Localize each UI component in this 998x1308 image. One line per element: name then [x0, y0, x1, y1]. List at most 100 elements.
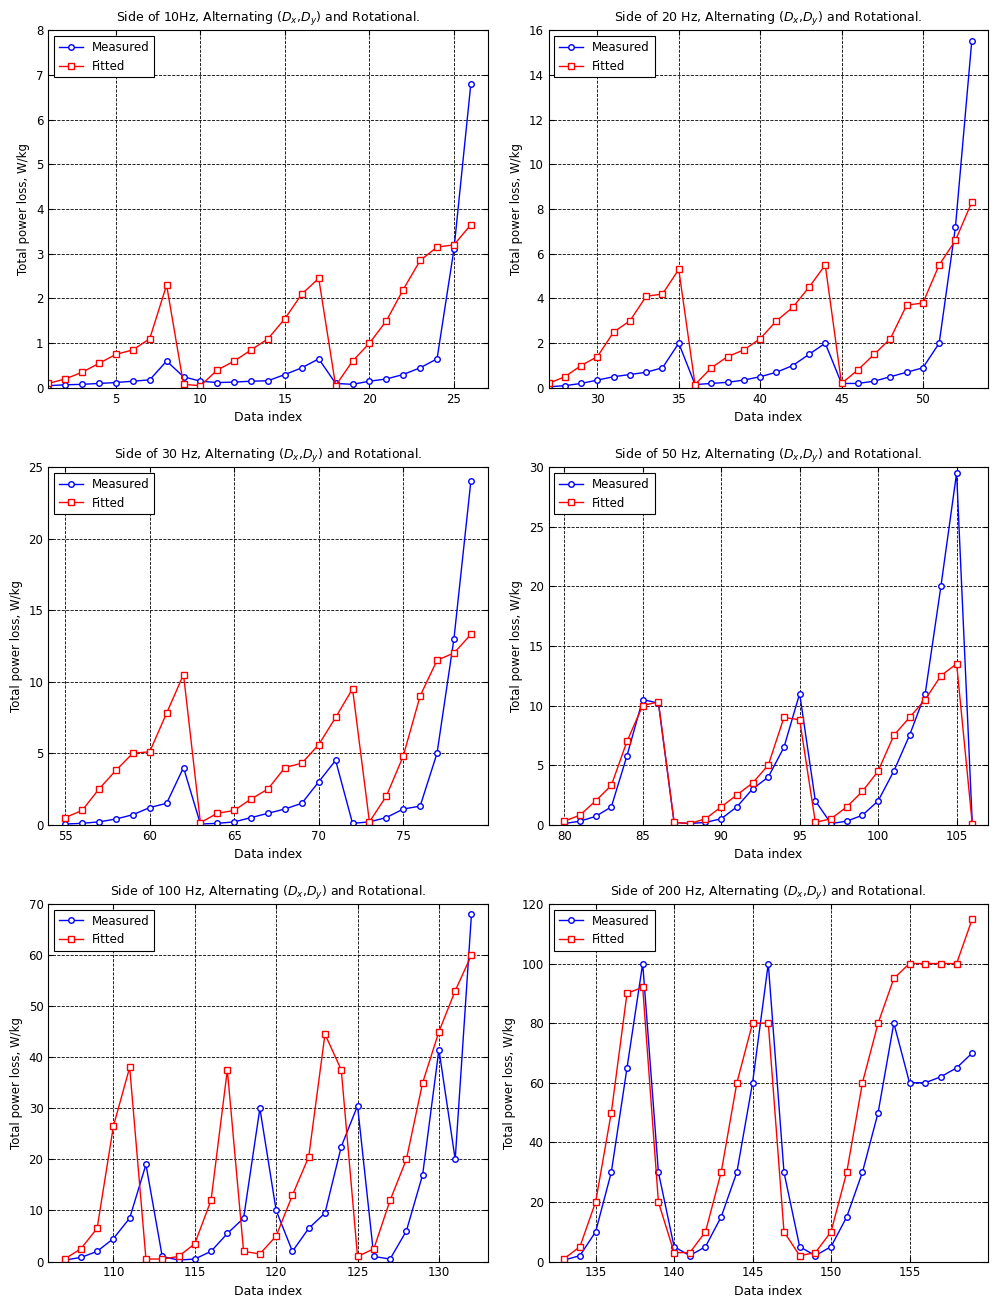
Measured — [872, 793, 884, 808]
Measured — [803, 347, 815, 362]
Measured — [229, 814, 241, 829]
Fitted — [212, 806, 224, 821]
Measured — [173, 1252, 185, 1267]
Fitted — [778, 1224, 790, 1240]
Fitted — [935, 668, 947, 684]
Fitted — [884, 331, 896, 347]
Title: Side of 200 Hz, Alternating ($D_x$,$D_y$) and Rotational.: Side of 200 Hz, Alternating ($D_x$,$D_y$… — [610, 884, 926, 901]
X-axis label: Data index: Data index — [735, 1284, 802, 1298]
Measured — [716, 1209, 728, 1224]
Y-axis label: Total power loss, W/kg: Total power loss, W/kg — [510, 143, 523, 275]
Measured — [884, 369, 896, 385]
Measured — [238, 1210, 250, 1226]
Measured — [786, 357, 798, 373]
Measured — [246, 810, 257, 825]
Fitted — [110, 763, 122, 778]
Measured — [397, 366, 409, 382]
Measured — [178, 369, 190, 385]
Fitted — [700, 1224, 712, 1240]
Measured — [110, 811, 122, 827]
Fitted — [621, 985, 633, 1001]
Measured — [195, 373, 207, 388]
Fitted — [825, 1224, 837, 1240]
Measured — [966, 34, 978, 50]
Measured — [852, 375, 864, 391]
Measured — [900, 365, 912, 381]
Fitted — [606, 1105, 618, 1121]
Measured — [212, 815, 224, 831]
Fitted — [465, 627, 477, 642]
Measured — [903, 727, 915, 743]
Measured — [448, 630, 460, 646]
Measured — [59, 816, 71, 832]
Legend: Measured, Fitted: Measured, Fitted — [54, 473, 155, 514]
Fitted — [706, 360, 718, 375]
Fitted — [606, 777, 618, 793]
Fitted — [278, 311, 290, 327]
Measured — [673, 335, 685, 351]
Measured — [809, 1248, 821, 1264]
Measured — [433, 1041, 445, 1057]
Fitted — [76, 365, 88, 381]
Line: Measured: Measured — [562, 471, 975, 827]
Measured — [700, 815, 712, 831]
Fitted — [329, 710, 341, 726]
Measured — [793, 1239, 805, 1254]
Measured — [684, 816, 696, 832]
Line: Measured: Measured — [546, 39, 974, 390]
Title: Side of 100 Hz, Alternating ($D_x$,$D_y$) and Rotational.: Side of 100 Hz, Alternating ($D_x$,$D_y$… — [110, 884, 426, 901]
Fitted — [778, 710, 790, 726]
Measured — [558, 1252, 570, 1267]
Measured — [825, 816, 837, 832]
Measured — [448, 242, 460, 258]
Measured — [195, 816, 207, 832]
Fitted — [397, 748, 409, 764]
Fitted — [262, 331, 274, 347]
Fitted — [840, 1164, 852, 1180]
Measured — [747, 1075, 758, 1091]
Measured — [731, 799, 743, 815]
Measured — [262, 806, 274, 821]
Fitted — [888, 727, 900, 743]
Measured — [414, 798, 426, 814]
Measured — [465, 473, 477, 489]
Fitted — [574, 807, 586, 823]
Fitted — [872, 1015, 884, 1031]
Fitted — [716, 1164, 728, 1180]
Fitted — [108, 1118, 120, 1134]
Measured — [621, 1059, 633, 1075]
Fitted — [270, 1228, 282, 1244]
Fitted — [716, 799, 728, 815]
Measured — [888, 764, 900, 780]
Fitted — [414, 252, 426, 268]
Measured — [819, 335, 831, 351]
Measured — [380, 371, 392, 387]
Fitted — [731, 787, 743, 803]
Measured — [951, 1059, 963, 1075]
Measured — [668, 1239, 680, 1254]
Fitted — [574, 1239, 586, 1254]
Measured — [346, 815, 358, 831]
Fitted — [949, 233, 961, 249]
Fitted — [637, 697, 649, 713]
Fitted — [295, 286, 307, 302]
Fitted — [657, 286, 669, 302]
Measured — [295, 795, 307, 811]
Measured — [91, 1244, 103, 1260]
Measured — [716, 811, 728, 827]
Fitted — [449, 982, 461, 998]
Measured — [144, 799, 156, 815]
X-axis label: Data index: Data index — [735, 411, 802, 424]
Fitted — [416, 1075, 428, 1091]
Fitted — [856, 1075, 868, 1091]
Measured — [93, 375, 105, 391]
Fitted — [173, 1249, 185, 1265]
Measured — [286, 1244, 298, 1260]
Measured — [778, 1164, 790, 1180]
Measured — [178, 760, 190, 776]
Y-axis label: Total power loss, W/kg: Total power loss, W/kg — [17, 143, 30, 275]
Measured — [329, 375, 341, 391]
Line: Measured: Measured — [63, 479, 474, 827]
X-axis label: Data index: Data index — [234, 1284, 302, 1298]
Measured — [653, 1164, 665, 1180]
